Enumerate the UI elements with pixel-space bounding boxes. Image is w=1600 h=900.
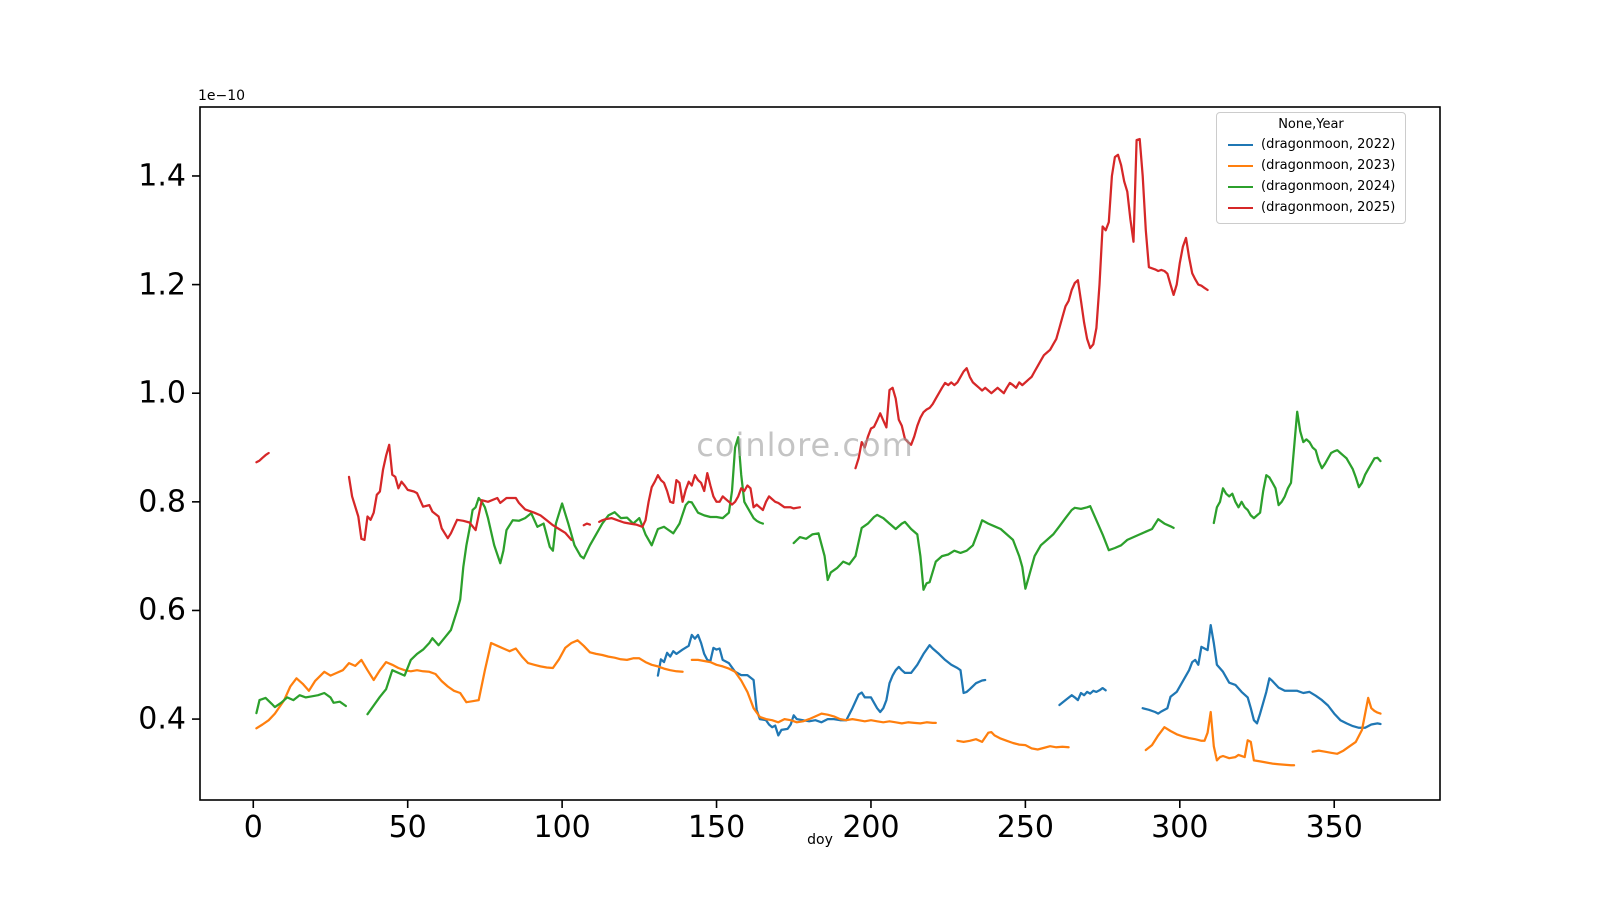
legend-line-swatch	[1228, 143, 1253, 146]
series-line--dragonmoon--2024-	[255, 691, 348, 715]
legend-line-swatch	[1228, 206, 1253, 209]
x-tick-label-0: 0	[243, 810, 263, 845]
legend-line-swatch	[1228, 185, 1253, 188]
series-line--dragonmoon--2023-	[956, 730, 1070, 751]
series-line--dragonmoon--2024-	[792, 505, 1175, 591]
y-tick-label-0.4: 0.4	[138, 701, 186, 737]
series-line--dragonmoon--2023-	[255, 639, 684, 730]
series-line--dragonmoon--2025-	[598, 471, 802, 528]
legend-line-swatch	[1228, 164, 1253, 167]
series-line--dragonmoon--2024-	[1212, 410, 1382, 525]
axes-spines	[199, 106, 1441, 801]
series-line--dragonmoon--2023-	[690, 658, 937, 725]
legend-title: None,Year	[1278, 117, 1344, 132]
x-tick-label-250: 250	[996, 810, 1055, 845]
series-line--dragonmoon--2025-	[347, 443, 573, 542]
legend-item: (dragonmoon, 2022)	[1223, 134, 1399, 155]
x-tick-label-100: 100	[533, 810, 591, 845]
series-line--dragonmoon--2025-	[582, 522, 592, 527]
series-line--dragonmoon--2024-	[366, 436, 765, 716]
y-tick-label-1.2: 1.2	[138, 267, 186, 303]
x-tick-label-50: 50	[388, 810, 427, 845]
series-line--dragonmoon--2025-	[854, 137, 1209, 470]
x-tick-label-350: 350	[1305, 810, 1363, 845]
legend-item: (dragonmoon, 2025)	[1223, 197, 1399, 218]
series-line--dragonmoon--2025-	[255, 451, 270, 464]
legend: None,Year (dragonmoon, 2022) (dragonmoon,…	[1216, 112, 1406, 224]
legend-item: (dragonmoon, 2024)	[1223, 176, 1399, 197]
y-tick-label-0.6: 0.6	[138, 592, 186, 628]
y-tick-label-1.4: 1.4	[138, 158, 186, 194]
series-line--dragonmoon--2023-	[1144, 710, 1296, 767]
legend-label: (dragonmoon, 2024)	[1261, 179, 1396, 194]
series-line--dragonmoon--2023-	[1311, 696, 1382, 755]
x-tick-label-150: 150	[687, 810, 746, 845]
series-line--dragonmoon--2022-	[1141, 623, 1382, 729]
x-tick-label-300: 300	[1151, 810, 1209, 845]
series-line--dragonmoon--2022-	[1058, 686, 1107, 707]
watermark: coinlore.com	[696, 426, 914, 464]
legend-label: (dragonmoon, 2022)	[1261, 137, 1396, 152]
legend-items: (dragonmoon, 2022) (dragonmoon, 2023) (dra…	[1223, 134, 1399, 218]
y-tick-label-1.0: 1.0	[138, 375, 186, 411]
series-line--dragonmoon--2022-	[656, 633, 987, 737]
legend-label: (dragonmoon, 2023)	[1261, 158, 1396, 173]
x-tick-label-200: 200	[842, 810, 900, 845]
legend-label: (dragonmoon, 2025)	[1261, 200, 1396, 215]
y-axis-offset-label: 1e−10	[198, 88, 246, 104]
x-axis-label: doy	[807, 832, 833, 848]
y-tick-label-0.8: 0.8	[138, 484, 186, 520]
legend-item: (dragonmoon, 2023)	[1223, 155, 1399, 176]
